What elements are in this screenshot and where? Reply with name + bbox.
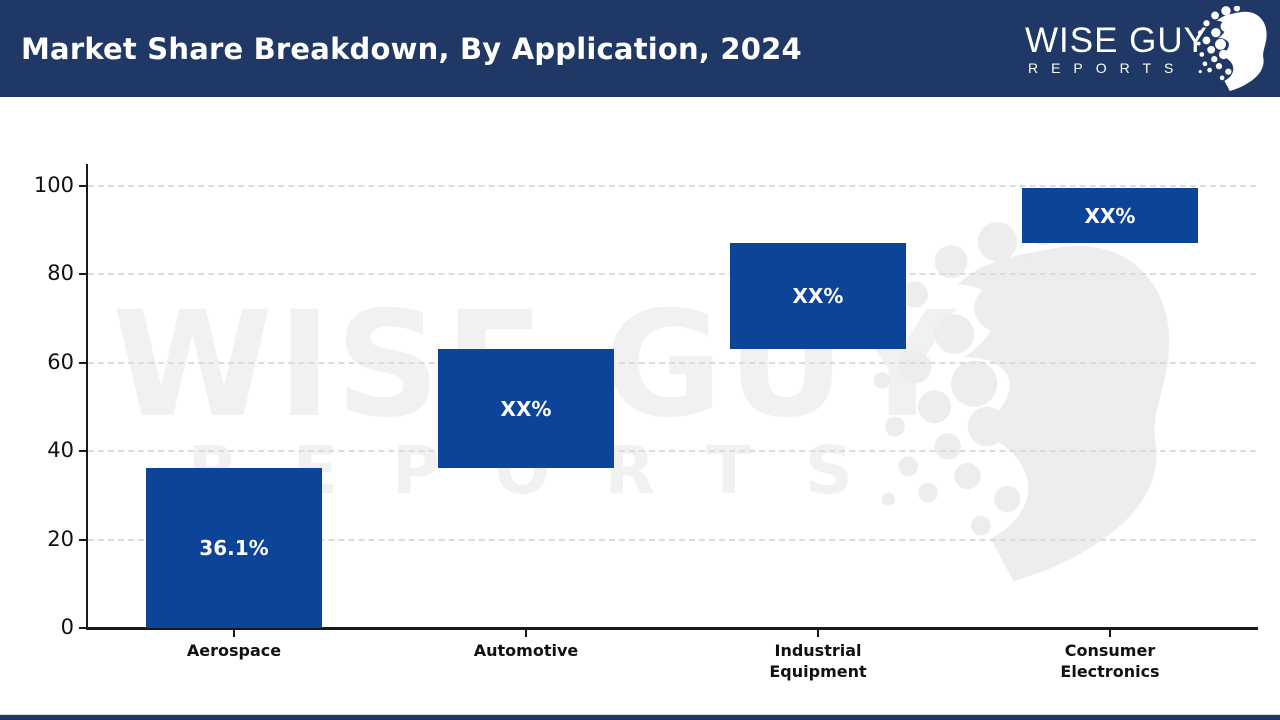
y-tick-label-100: 100: [33, 173, 74, 197]
brand-logo: WISE GUY REPORTS: [1025, 5, 1280, 92]
x-axis-spine: [86, 627, 1258, 630]
gridline-20: [88, 538, 1256, 541]
x-category-label-automotive: Automotive: [473, 641, 579, 660]
page-title: Market Share Breakdown, By Application, …: [21, 31, 802, 66]
gridline-60: [88, 361, 1256, 364]
header-bar: Market Share Breakdown, By Application, …: [0, 0, 1280, 97]
y-tick-label-60: 60: [47, 349, 74, 374]
y-tick-label-40: 40: [47, 438, 74, 463]
y-tick-label-0: 0: [60, 615, 74, 639]
y-axis-spine: [86, 164, 88, 630]
y-tick-mark: [79, 627, 88, 629]
y-tick-label-20: 20: [47, 526, 74, 551]
x-category-label-industrial-equipment: Industrial Equipment: [769, 641, 867, 681]
bar-automotive: XX%: [438, 349, 614, 469]
y-tick-mark: [79, 450, 88, 453]
x-category-label-aerospace: Aerospace: [186, 641, 282, 660]
y-tick-mark: [79, 273, 88, 276]
gridline-40: [88, 450, 1256, 453]
y-tick-mark: [79, 185, 88, 187]
bar-consumer-electronics: XX%: [1022, 187, 1198, 244]
brand-name: WISE GUY: [1024, 20, 1208, 60]
bar-industrial-equipment: XX%: [730, 243, 906, 350]
gridline-80: [88, 273, 1256, 276]
bar-value-label: 36.1%: [199, 536, 269, 561]
x-category-label-consumer-electronics: Consumer Electronics: [1060, 641, 1160, 681]
x-tick-mark: [525, 628, 527, 637]
x-tick-mark: [233, 628, 235, 637]
bar-value-label: XX%: [1084, 203, 1136, 228]
bar-aerospace: 36.1%: [146, 468, 322, 628]
footer-bar: [0, 715, 1280, 720]
gridline-100: [88, 185, 1256, 187]
y-tick-mark: [79, 361, 88, 364]
brand-logo-text: WISE GUY REPORTS: [1025, 23, 1208, 75]
y-tick-label-80: 80: [47, 261, 74, 286]
brand-subname: REPORTS: [1027, 59, 1187, 76]
x-tick-mark: [1109, 628, 1111, 637]
y-tick-mark: [79, 538, 88, 541]
bar-value-label: XX%: [500, 396, 552, 421]
footer-divider: [0, 714, 1280, 715]
x-tick-mark: [817, 628, 819, 637]
bar-value-label: XX%: [792, 284, 844, 309]
